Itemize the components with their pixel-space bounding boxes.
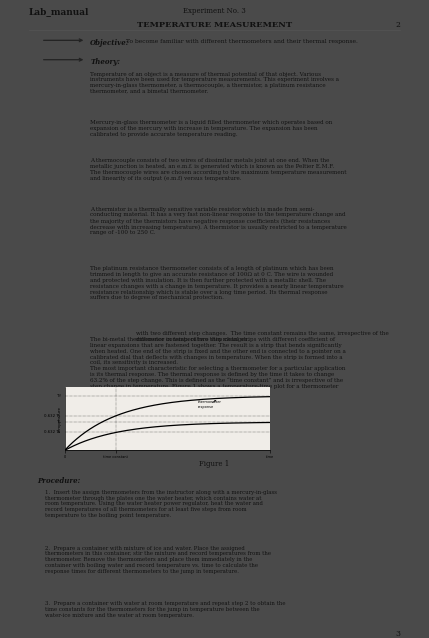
Text: 3: 3 xyxy=(395,630,400,638)
Text: 0.632 T₂: 0.632 T₂ xyxy=(44,431,60,434)
Text: TEMPERATURE MEASUREMENT: TEMPERATURE MEASUREMENT xyxy=(137,21,292,29)
Text: Procedure:: Procedure: xyxy=(37,477,80,486)
Text: 0.632 T₁: 0.632 T₁ xyxy=(44,414,60,418)
Text: Temperature of an object is a measure of thermal potential of that object. Vario: Temperature of an object is a measure of… xyxy=(90,71,339,94)
Text: 1.  Insert the assign thermometers from the instructor along with a mercury-in-g: 1. Insert the assign thermometers from t… xyxy=(45,490,277,518)
Text: Lab_manual: Lab_manual xyxy=(29,8,89,17)
Text: with two different step changes.  The time constant remains the same, irrespecti: with two different step changes. The tim… xyxy=(136,330,388,341)
Text: Tf: Tf xyxy=(57,394,60,397)
Text: The bi-metal thermometer consists of two thin metal strips with different coeffi: The bi-metal thermometer consists of two… xyxy=(90,337,346,389)
Text: Objective:: Objective: xyxy=(90,39,130,47)
Y-axis label: temperature: temperature xyxy=(58,406,62,432)
Text: Experiment No. 3: Experiment No. 3 xyxy=(183,8,246,15)
Text: 2: 2 xyxy=(395,21,400,29)
Text: 3.  Prepare a container with water at room temperature and repeat step 2 to obta: 3. Prepare a container with water at roo… xyxy=(45,602,285,618)
Text: thermometer
response: thermometer response xyxy=(198,400,222,409)
Text: The platinum resistance thermometer consists of a length of platinum which has b: The platinum resistance thermometer cons… xyxy=(90,266,344,300)
Text: Figure 1: Figure 1 xyxy=(199,460,230,468)
Text: A thermocouple consists of two wires of dissimilar metals joint at one end. When: A thermocouple consists of two wires of … xyxy=(90,158,347,181)
Text: To become familiar with different thermometers and their thermal response.: To become familiar with different thermo… xyxy=(124,39,358,44)
Text: T₂: T₂ xyxy=(57,420,60,424)
Text: 2.  Prepare a container with mixture of ice and water. Place the assigned
thermo: 2. Prepare a container with mixture of i… xyxy=(45,545,271,574)
Text: Mercury-in-glass thermometer is a liquid filled thermometer which operates based: Mercury-in-glass thermometer is a liquid… xyxy=(90,121,332,137)
Text: A thermistor is a thermally sensitive variable resistor which is made from semi-: A thermistor is a thermally sensitive va… xyxy=(90,207,347,235)
Text: Theory:: Theory: xyxy=(90,58,120,66)
